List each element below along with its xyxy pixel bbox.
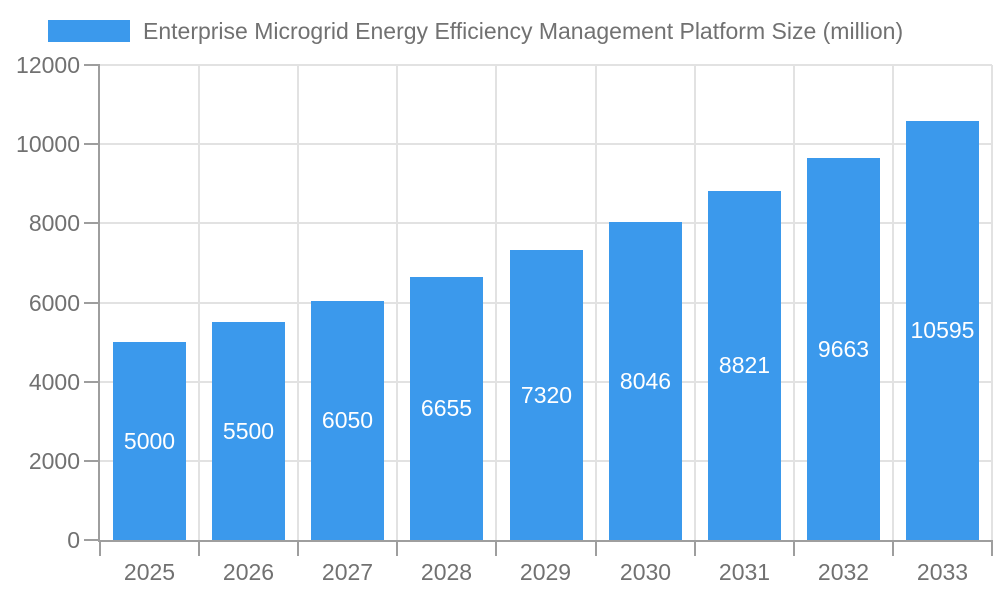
x-axis-tick [297, 540, 300, 556]
bar-value-label: 5500 [222, 418, 275, 444]
gridline-horizontal [100, 64, 992, 66]
x-axis-tick [198, 540, 201, 556]
x-axis-tick [594, 540, 597, 556]
y-tick-label: 4000 [28, 368, 80, 395]
y-axis-tick [84, 64, 100, 66]
y-tick-label: 0 [67, 527, 80, 553]
chart-legend: Enterprise Microgrid Energy Efficiency M… [48, 19, 903, 43]
bar-value-label: 8046 [619, 368, 672, 394]
bar-value-label: 6655 [420, 395, 473, 421]
x-tick-label: 2033 [916, 559, 969, 585]
bar [906, 121, 979, 540]
x-axis-tick [495, 540, 498, 556]
bar-value-label: 5000 [123, 428, 176, 454]
bar-value-label: 6050 [321, 407, 374, 433]
y-axis-tick [84, 301, 100, 304]
bar [708, 191, 781, 540]
x-tick-label: 2029 [519, 559, 572, 585]
gridline-vertical [396, 65, 399, 540]
gridline-vertical [792, 65, 795, 540]
legend-label: Enterprise Microgrid Energy Efficiency M… [143, 18, 904, 44]
bar [410, 277, 483, 540]
x-axis-tick [693, 540, 696, 556]
bar-value-label: 8821 [718, 352, 771, 378]
x-axis-tick [396, 540, 399, 556]
bar-value-label: 9663 [817, 336, 870, 362]
y-tick-label: 10000 [16, 131, 80, 158]
bar-value-label: 10595 [910, 317, 975, 343]
x-tick-label: 2028 [420, 559, 473, 585]
y-axis-tick [84, 143, 100, 146]
y-tick-label: 2000 [28, 447, 80, 474]
gridline-horizontal [100, 222, 992, 225]
x-tick-label: 2031 [718, 559, 771, 585]
bar [113, 342, 186, 540]
y-axis-tick [84, 539, 100, 541]
x-axis-tick [991, 540, 993, 556]
x-tick-label: 2027 [321, 559, 374, 585]
legend-swatch-icon [48, 20, 130, 42]
gridline-vertical [198, 65, 201, 540]
bar [807, 158, 880, 540]
y-tick-label: 8000 [28, 210, 80, 237]
bar-value-label: 7320 [520, 382, 573, 408]
gridline-vertical [297, 65, 300, 540]
y-tick-label: 12000 [16, 52, 80, 78]
x-tick-label: 2025 [123, 559, 176, 585]
bar [311, 301, 384, 540]
x-axis-tick [891, 540, 894, 556]
bar [609, 222, 682, 540]
gridline-vertical [991, 65, 993, 540]
gridline-vertical [891, 65, 894, 540]
bar [212, 322, 285, 540]
y-axis-line [98, 65, 100, 542]
gridline-vertical [495, 65, 498, 540]
gridline-vertical [594, 65, 597, 540]
y-tick-label: 6000 [28, 289, 80, 316]
gridline-vertical [693, 65, 696, 540]
x-tick-label: 2032 [817, 559, 870, 585]
x-axis-tick [99, 540, 101, 556]
y-axis-tick [84, 380, 100, 383]
x-axis-line [98, 540, 992, 542]
x-tick-label: 2030 [619, 559, 672, 585]
bar [510, 250, 583, 540]
y-axis-tick [84, 459, 100, 462]
x-axis-tick [792, 540, 795, 556]
x-tick-label: 2026 [222, 559, 275, 585]
gridline-horizontal [100, 143, 992, 146]
y-axis-tick [84, 222, 100, 225]
